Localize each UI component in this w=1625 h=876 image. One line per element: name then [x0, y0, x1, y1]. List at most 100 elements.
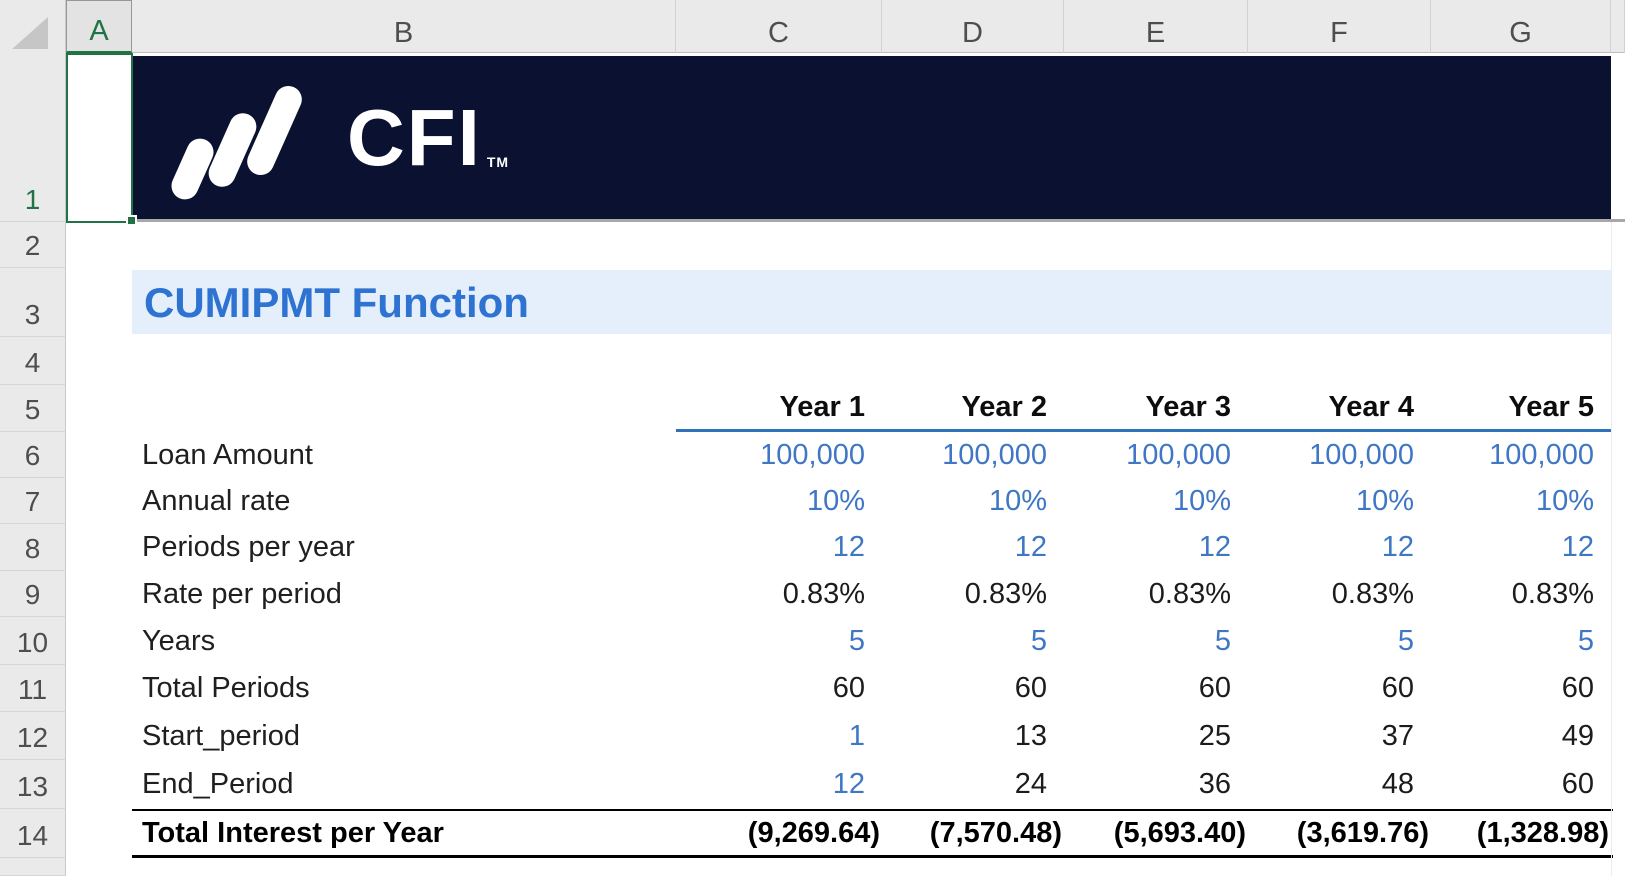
cfi-wordmark: CFI TM [347, 92, 510, 182]
column-header-g[interactable]: G [1431, 0, 1611, 53]
column-header-a[interactable]: A [66, 0, 132, 53]
value-cell[interactable]: 100,000 [1489, 439, 1594, 471]
value-cell[interactable]: 0.83% [1148, 578, 1231, 610]
value-cell[interactable]: 10% [1172, 485, 1231, 517]
year-header-cell[interactable]: Year 5 [1508, 391, 1594, 423]
value-cell[interactable]: 5 [1577, 625, 1594, 657]
column-header-d[interactable]: D [882, 0, 1064, 53]
column-header-c[interactable]: C [676, 0, 882, 53]
trademark-text: TM [486, 154, 510, 171]
column-header-b[interactable]: B [132, 0, 676, 53]
row-label[interactable]: Total Periods [142, 672, 310, 704]
table-row: Loan Amount 100,000 100,000 100,000 100,000 1… [0, 432, 1625, 478]
page-title: CUMIPMT Function [144, 279, 529, 326]
column-header-h-partial[interactable] [1611, 0, 1625, 53]
value-cell[interactable]: 10% [988, 485, 1047, 517]
row-header-6[interactable]: 6 [0, 432, 66, 478]
value-cell[interactable]: 0.83% [964, 578, 1047, 610]
selection-fill-handle[interactable] [126, 215, 137, 226]
value-cell[interactable]: 0.83% [1331, 578, 1414, 610]
row-header-8[interactable]: 8 [0, 524, 66, 571]
row-header-4[interactable]: 4 [0, 337, 66, 385]
row-header-9[interactable]: 9 [0, 571, 66, 617]
value-cell[interactable]: 1 [848, 720, 865, 752]
table-row: Total Interest per Year (9,269.64) (7,570.… [132, 809, 1613, 858]
row-label[interactable]: Start_period [142, 720, 300, 752]
row-label[interactable]: Periods per year [142, 531, 355, 563]
value-cell[interactable]: 100,000 [1309, 439, 1414, 471]
value-cell[interactable]: 25 [1198, 720, 1231, 752]
row-label[interactable]: Rate per period [142, 578, 342, 610]
table-row: End_Period 12 24 36 48 60 [0, 760, 1625, 809]
column-header-f[interactable]: F [1248, 0, 1431, 53]
value-cell[interactable]: 60 [1198, 672, 1231, 704]
value-cell[interactable]: 12 [1381, 531, 1414, 563]
value-cell[interactable]: 12 [1198, 531, 1231, 563]
row-header-10[interactable]: 10 [0, 617, 66, 665]
value-cell[interactable]: 12 [1014, 531, 1047, 563]
value-cell[interactable]: 5 [1397, 625, 1414, 657]
row-header-5[interactable]: 5 [0, 385, 66, 432]
row-header-11[interactable]: 11 [0, 665, 66, 712]
row-header-2[interactable]: 2 [0, 222, 66, 268]
value-cell[interactable]: (9,269.64) [747, 817, 880, 849]
value-cell[interactable]: 100,000 [760, 439, 865, 471]
value-cell[interactable]: (1,328.98) [1476, 817, 1609, 849]
cfi-banner: CFI TM [132, 56, 1611, 219]
value-cell[interactable]: 60 [832, 672, 865, 704]
row-label[interactable]: End_Period [142, 768, 294, 800]
value-cell[interactable]: 5 [1214, 625, 1231, 657]
select-all-triangle-icon [12, 17, 48, 49]
value-cell[interactable]: 24 [1014, 768, 1047, 800]
value-cell[interactable]: (7,570.48) [929, 817, 1062, 849]
value-cell[interactable]: 12 [832, 531, 865, 563]
value-cell[interactable]: (3,619.76) [1296, 817, 1429, 849]
row-header-3[interactable]: 3 [0, 268, 66, 337]
year-header-cell[interactable]: Year 1 [779, 391, 865, 423]
column-header-e[interactable]: E [1064, 0, 1248, 53]
row-label[interactable]: Annual rate [142, 485, 291, 517]
row-label[interactable]: Loan Amount [142, 439, 313, 471]
row-header-1[interactable]: 1 [0, 53, 66, 222]
table-row: Rate per period 0.83% 0.83% 0.83% 0.83% 0.83% [0, 571, 1625, 617]
table-row: Years 5 5 5 5 5 [0, 617, 1625, 665]
brand-text: CFI [347, 92, 482, 182]
value-cell[interactable]: 60 [1561, 768, 1594, 800]
row-header-partial[interactable] [0, 858, 66, 876]
value-cell[interactable]: 37 [1381, 720, 1414, 752]
value-cell[interactable]: 5 [848, 625, 865, 657]
year-header-cell[interactable]: Year 3 [1145, 391, 1231, 423]
value-cell[interactable]: 100,000 [1126, 439, 1231, 471]
row-header-14[interactable]: 14 [0, 809, 66, 858]
table-row: Periods per year 12 12 12 12 12 [0, 524, 1625, 571]
year-header-cell[interactable]: Year 4 [1328, 391, 1414, 423]
value-cell[interactable]: 12 [832, 768, 865, 800]
row-header-12[interactable]: 12 [0, 712, 66, 760]
value-cell[interactable]: 49 [1561, 720, 1594, 752]
row-label[interactable]: Years [142, 625, 216, 657]
value-cell[interactable]: (5,693.40) [1113, 817, 1246, 849]
value-cell[interactable]: 60 [1561, 672, 1594, 704]
value-cell[interactable]: 10% [1355, 485, 1414, 517]
year-header-cell[interactable]: Year 2 [961, 391, 1047, 423]
value-cell[interactable]: 5 [1030, 625, 1047, 657]
value-cell[interactable]: 10% [806, 485, 865, 517]
title-band[interactable]: CUMIPMT Function [132, 270, 1611, 334]
row-header-7[interactable]: 7 [0, 478, 66, 524]
value-cell[interactable]: 12 [1561, 531, 1594, 563]
value-cell[interactable]: 60 [1014, 672, 1047, 704]
table-row: Start_period 1 13 25 37 49 [0, 712, 1625, 760]
value-cell[interactable]: 36 [1198, 768, 1231, 800]
banner-bottom-line [132, 219, 1625, 222]
value-cell[interactable]: 10% [1535, 485, 1594, 517]
select-all-corner[interactable] [0, 0, 66, 53]
value-cell[interactable]: 13 [1014, 720, 1047, 752]
selected-cell-a1[interactable] [66, 53, 133, 223]
value-cell[interactable]: 48 [1381, 768, 1414, 800]
value-cell[interactable]: 0.83% [1511, 578, 1594, 610]
row-header-13[interactable]: 13 [0, 760, 66, 809]
value-cell[interactable]: 0.83% [782, 578, 865, 610]
row-label[interactable]: Total Interest per Year [142, 817, 444, 849]
value-cell[interactable]: 60 [1381, 672, 1414, 704]
value-cell[interactable]: 100,000 [942, 439, 1047, 471]
